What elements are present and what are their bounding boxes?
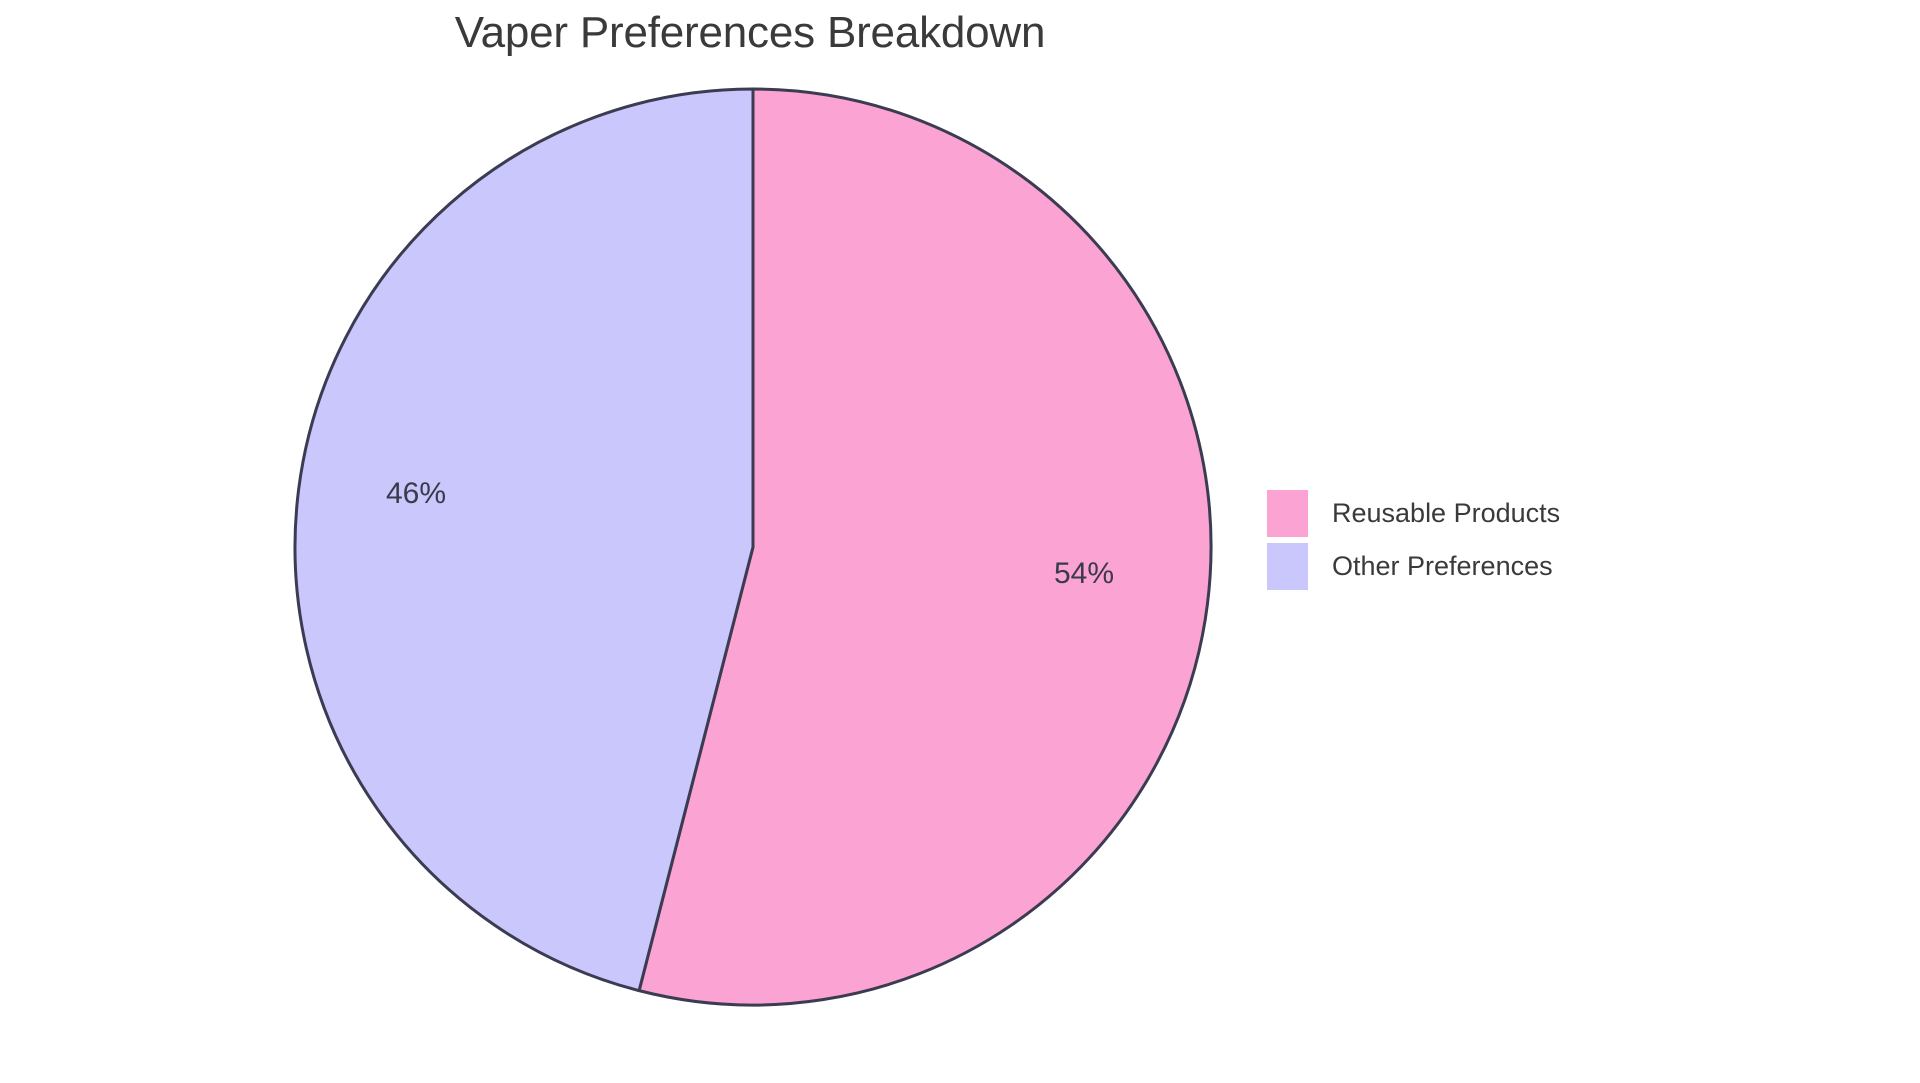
chart-legend: Reusable Products Other Preferences	[1267, 487, 1560, 593]
legend-swatch-icon-other-preferences	[1267, 543, 1308, 590]
slice-label-reusable-products: 54%	[1054, 557, 1114, 590]
legend-item-reusable-products[interactable]: Reusable Products	[1267, 487, 1560, 540]
legend-swatch-icon-reusable-products	[1267, 490, 1308, 537]
chart-title: Vaper Preferences Breakdown	[454, 8, 1046, 57]
slice-label-other-preferences: 46%	[386, 477, 446, 510]
pie-slice-other-preferences[interactable]	[293, 87, 755, 993]
legend-item-other-preferences[interactable]: Other Preferences	[1267, 540, 1560, 593]
legend-label-reusable-products: Reusable Products	[1332, 498, 1561, 528]
legend-label-other-preferences: Other Preferences	[1332, 551, 1553, 581]
pie-slice-reusable-products[interactable]	[637, 87, 1213, 1007]
